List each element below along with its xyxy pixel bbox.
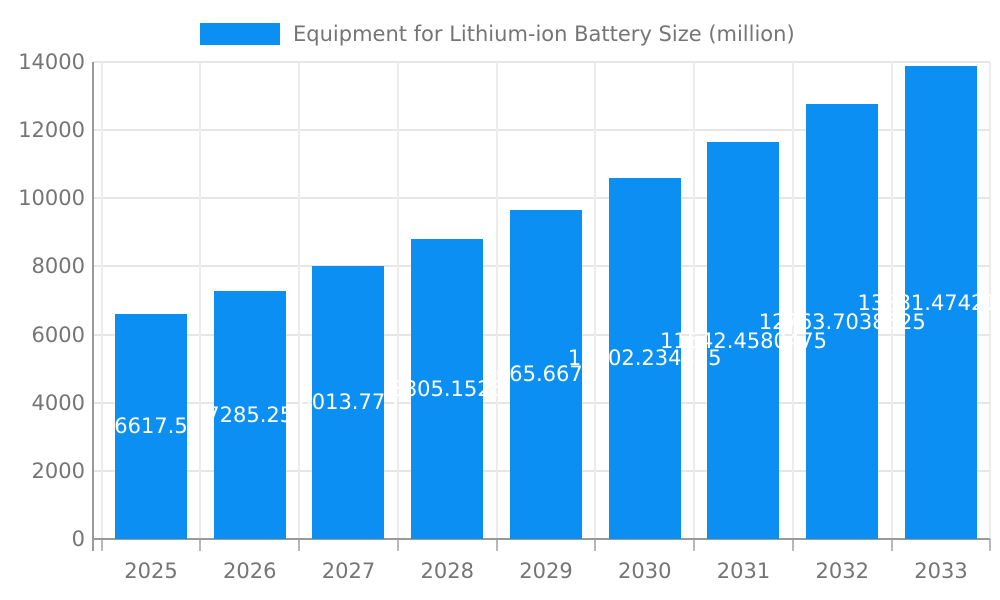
bar-value-label: 9665.66775 [482,362,610,387]
horizontal-gridline [93,129,990,132]
y-axis-tick-label: 0 [71,527,85,551]
y-axis-tick-label: 2000 [31,458,85,483]
x-axis-category-label: 2027 [321,559,376,583]
y-axis-line [92,62,94,551]
x-axis-tick [890,539,893,551]
horizontal-gridline [93,61,990,63]
x-axis-category-label: 2028 [420,559,474,583]
bar-value-label: 10602.234465 [567,346,722,371]
x-axis-tick [791,539,794,551]
x-axis-category-label: 2025 [124,559,178,583]
x-axis-tick [396,539,399,551]
bar[interactable] [707,142,780,539]
vertical-gridline [989,62,992,539]
x-axis-baseline [93,538,990,540]
bar-value-label: 8805.1525 [390,376,504,401]
bar-value-label: 6617.5 [114,414,188,439]
bar[interactable] [312,265,385,539]
x-axis-tick [693,539,696,551]
x-axis-category-label: 2026 [222,559,277,583]
vertical-gridline [693,62,696,539]
y-axis-tick-label: 6000 [31,322,85,347]
x-axis-tick [989,539,992,551]
bar-value-label: 8013.775 [298,390,399,415]
x-axis-tick [298,539,301,551]
x-axis-tick [594,539,597,551]
vertical-gridline [791,62,794,539]
vertical-gridline [199,62,202,539]
vertical-gridline [396,62,399,539]
bar[interactable] [114,313,187,539]
vertical-gridline [890,62,893,539]
bar-value-label: 11642.4580475 [659,328,827,353]
x-axis-tick [100,539,103,551]
bar[interactable] [806,104,879,539]
x-axis-category-label: 2033 [914,559,968,583]
x-axis-category-label: 2029 [519,559,573,583]
bar[interactable] [904,66,977,539]
y-axis-tick-label: 4000 [31,390,85,415]
bar[interactable] [213,290,286,539]
bar[interactable] [411,238,484,539]
vertical-gridline [594,62,597,539]
y-axis-tick-label: 10000 [18,186,85,211]
legend-series-label[interactable]: Equipment for Lithium-ion Battery Size (… [293,22,795,46]
x-axis-category-label: 2030 [617,559,672,583]
y-axis-tick-label: 14000 [18,50,85,74]
x-axis-tick [199,539,202,551]
legend-color-swatch[interactable] [200,23,280,45]
bar-value-label: 13881.4742175 [857,290,1000,315]
y-axis-tick-label: 8000 [31,254,85,279]
x-axis-category-label: 2031 [716,559,771,583]
y-axis-tick-label: 12000 [18,118,85,143]
x-axis-category-label: 2032 [815,559,869,583]
x-axis-tick [495,539,498,551]
vertical-gridline [298,62,301,539]
bar[interactable] [608,177,681,539]
bar-value-label: 12763.7038525 [758,309,926,334]
vertical-gridline [495,62,498,539]
bar[interactable] [509,209,582,539]
bar-value-label: 7285.25 [206,402,294,427]
vertical-gridline [100,62,103,539]
horizontal-gridline [93,197,990,200]
